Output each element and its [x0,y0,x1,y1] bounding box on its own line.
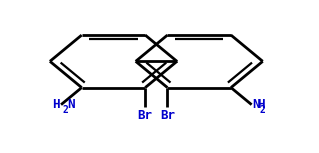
Text: H: H [257,98,264,111]
Text: Br: Br [138,109,153,122]
Text: H: H [53,98,60,111]
Text: 2: 2 [63,105,69,115]
Text: 2: 2 [260,105,265,115]
Text: N: N [253,98,260,111]
Text: Br: Br [160,109,175,122]
Text: N: N [67,98,75,111]
